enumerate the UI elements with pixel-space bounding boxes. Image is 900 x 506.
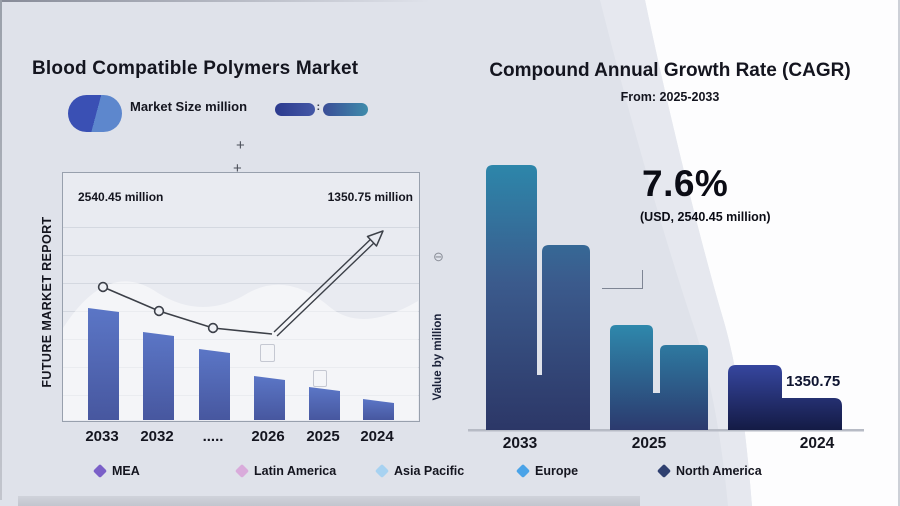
x-label: 2024 xyxy=(360,428,394,445)
legend-label: North America xyxy=(676,464,762,478)
growth-arrow-shaft xyxy=(273,236,377,337)
cagr-subtitle: From: 2025-2033 xyxy=(620,90,720,104)
ratio-pill-left-icon xyxy=(275,103,315,116)
x-axis-line xyxy=(468,429,864,432)
market-chart-panel: 2540.45 million 1350.75 million xyxy=(62,172,420,422)
x-label: ..... xyxy=(202,428,224,445)
trend-marker xyxy=(207,322,219,334)
left-border xyxy=(0,0,2,500)
cagr-bars-svg xyxy=(468,165,864,432)
plus-icon: + xyxy=(236,137,245,154)
cagr-title: Compound Annual Growth Rate (CAGR) xyxy=(489,60,851,81)
bar-group-2024 xyxy=(728,365,842,430)
clipboard-icon xyxy=(260,344,275,362)
x-label: 2033 xyxy=(85,428,119,445)
bar-2025 xyxy=(309,387,340,420)
cagr-x-label: 2025 xyxy=(631,435,667,452)
growth-arrow-head xyxy=(366,230,384,247)
bar-2033 xyxy=(88,308,119,420)
right-border xyxy=(898,0,900,506)
annotation-right: 1350.75 million xyxy=(327,190,413,204)
trend-marker xyxy=(97,281,109,293)
annotation-left: 2540.45 million xyxy=(78,190,164,204)
bar-2026 xyxy=(254,376,285,420)
bar-value-label: 1350.75 xyxy=(786,373,841,390)
x-label: 2025 xyxy=(306,428,340,445)
bar-dots xyxy=(199,349,230,420)
trend-line-svg xyxy=(97,230,384,337)
cylinder-icon xyxy=(68,95,122,132)
legend-label: Asia Pacific xyxy=(394,464,465,478)
x-label: 2026 xyxy=(251,428,285,445)
cagr-x-label: 2024 xyxy=(799,435,835,452)
zoom-out-icon: ⊖ xyxy=(433,249,444,264)
corner-bracket-decor xyxy=(602,270,643,289)
page-title: Blood Compatible Polymers Market xyxy=(32,58,359,79)
bar-2024 xyxy=(363,399,394,420)
cagr-x-label: 2033 xyxy=(502,435,538,452)
bottom-strip xyxy=(18,496,640,506)
trend-line xyxy=(102,286,273,335)
ratio-pill-right-icon xyxy=(323,103,368,116)
future-market-report-label: FUTURE MARKET REPORT xyxy=(40,216,54,388)
clipboard-icon xyxy=(313,370,327,387)
legend-label: Europe xyxy=(535,464,579,478)
x-label: 2032 xyxy=(140,428,174,445)
value-axis-label: Value by million xyxy=(432,313,444,401)
legend-label: Latin America xyxy=(254,464,337,478)
ratio-colon: : xyxy=(316,101,321,113)
top-border xyxy=(0,0,430,2)
legend-label: MEA xyxy=(112,464,140,478)
cagr-value: 7.6% xyxy=(642,163,729,204)
bar-2032 xyxy=(143,332,174,420)
trend-marker xyxy=(153,305,165,317)
plus-icon: + xyxy=(233,160,242,177)
cagr-caption: (USD, 2540.45 million) xyxy=(640,210,771,224)
bar-group-2025 xyxy=(610,325,708,430)
bar-group-2033 xyxy=(486,165,590,430)
market-size-label: Market Size million xyxy=(130,99,248,114)
